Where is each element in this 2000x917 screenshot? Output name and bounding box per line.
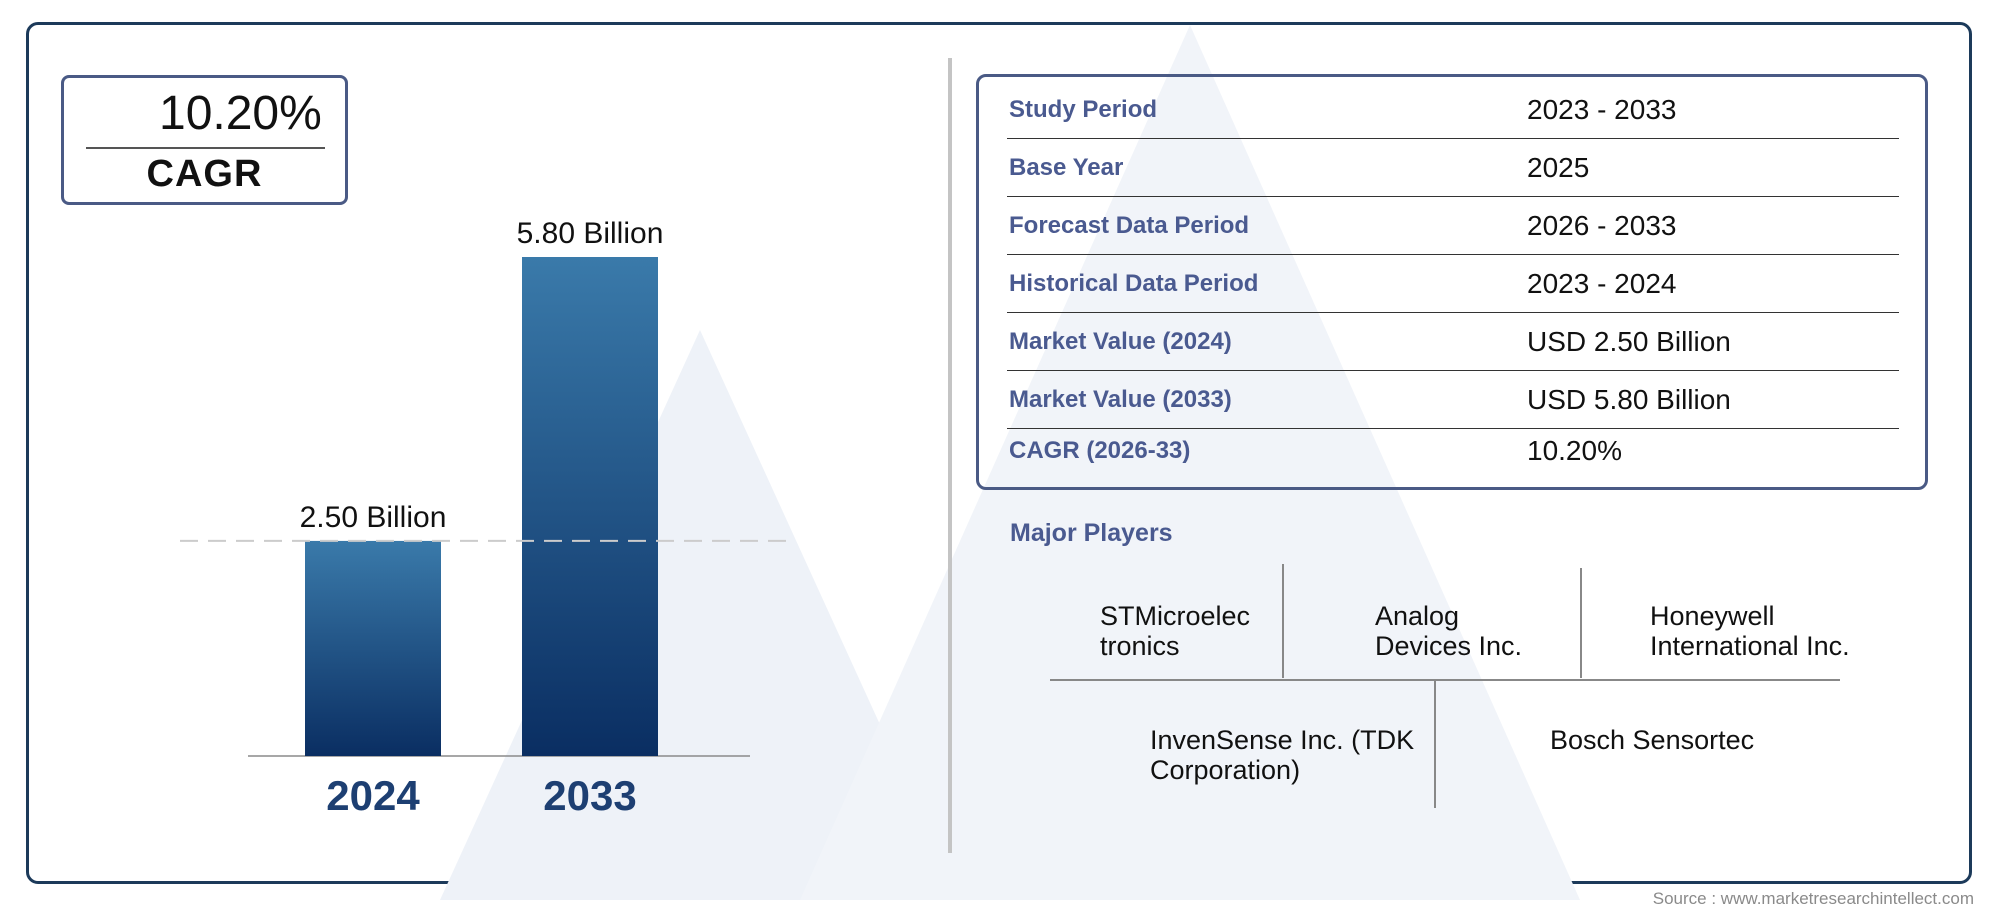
source-note: Source : www.marketresearchintellect.com [1652, 889, 1974, 908]
info-row: Study Period 2023 - 2033 [1007, 81, 1899, 139]
info-row: Base Year 2025 [1007, 139, 1899, 197]
bar-2033 [522, 257, 658, 756]
info-value: 2023 - 2033 [1527, 94, 1677, 125]
player-name: InvenSense Inc. (TDK Corporation) [1150, 725, 1415, 785]
player-grid-line [1434, 680, 1436, 808]
info-row: Market Value (2033) USD 5.80 Billion [1007, 371, 1899, 429]
section-divider [948, 58, 952, 853]
info-value: USD 5.80 Billion [1527, 384, 1731, 415]
major-players-title: Major Players [1010, 519, 1173, 547]
study-info-table: Study Period 2023 - 2033 Base Year 2025 Fore… [976, 74, 1928, 490]
info-value: 2026 - 2033 [1527, 210, 1677, 241]
info-row: CAGR (2026-33) 10.20% [1007, 422, 1899, 479]
player-name: Bosch Sensortec [1550, 725, 1755, 755]
player-grid-line [1050, 679, 1840, 681]
info-value: 10.20% [1527, 435, 1622, 466]
info-label: Market Value (2033) [1009, 386, 1232, 413]
player-name: Honeywell International Inc. [1650, 601, 1850, 661]
info-value: 2023 - 2024 [1527, 268, 1677, 299]
info-label: Study Period [1009, 96, 1158, 123]
cagr-divider [86, 147, 325, 149]
bar-2024 [305, 540, 441, 756]
cagr-highlight-box: 10.20% CAGR [61, 75, 348, 205]
player-name: STMicroelec tronics [1100, 601, 1251, 661]
x-tick-label: 2024 [326, 772, 420, 819]
cagr-value: 10.20% [159, 87, 322, 140]
info-label: Historical Data Period [1009, 270, 1259, 297]
player-grid-line [1580, 568, 1582, 678]
info-label: CAGR (2026-33) [1009, 437, 1191, 464]
info-row: Historical Data Period 2023 - 2024 [1007, 255, 1899, 313]
player-name: Analog Devices Inc. [1375, 601, 1523, 661]
info-row: Forecast Data Period 2026 - 2033 [1007, 197, 1899, 255]
info-value: 2025 [1527, 152, 1590, 183]
info-label: Market Value (2024) [1009, 328, 1232, 355]
player-grid-line [1282, 564, 1284, 678]
info-row: Market Value (2024) USD 2.50 Billion [1007, 313, 1899, 371]
bar-chart: 2.50 Billion 2024 5.80 Billion 2033 [180, 217, 790, 819]
info-label: Base Year [1009, 154, 1124, 181]
bar-data-label: 2.50 Billion [300, 501, 447, 534]
x-tick-label: 2033 [543, 772, 636, 819]
info-value: USD 2.50 Billion [1527, 326, 1731, 357]
cagr-label: CAGR [146, 153, 263, 195]
bar-data-label: 5.80 Billion [517, 217, 664, 250]
info-label: Forecast Data Period [1009, 212, 1250, 239]
